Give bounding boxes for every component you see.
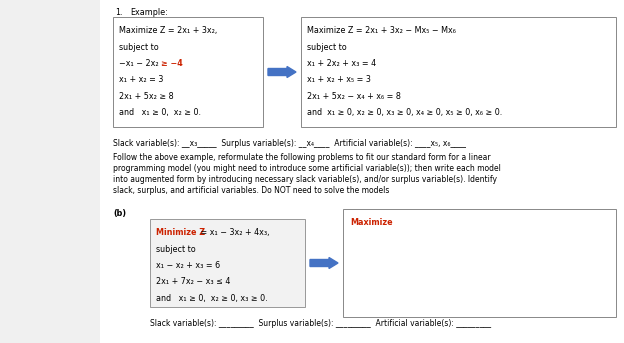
Text: Maximize Z = 2x₁ + 3x₂,: Maximize Z = 2x₁ + 3x₂, [119, 26, 217, 35]
Text: and   x₁ ≥ 0,  x₂ ≥ 0, x₃ ≥ 0.: and x₁ ≥ 0, x₂ ≥ 0, x₃ ≥ 0. [156, 294, 268, 303]
Text: 2x₁ + 5x₂ − x₄ + x₆ = 8: 2x₁ + 5x₂ − x₄ + x₆ = 8 [307, 92, 401, 101]
Text: and  x₁ ≥ 0, x₂ ≥ 0, x₃ ≥ 0, x₄ ≥ 0, x₅ ≥ 0, x₆ ≥ 0.: and x₁ ≥ 0, x₂ ≥ 0, x₃ ≥ 0, x₄ ≥ 0, x₅ ≥… [307, 108, 502, 118]
Text: Maximize Z = 2x₁ + 3x₂ − Mx₅ − Mx₆: Maximize Z = 2x₁ + 3x₂ − Mx₅ − Mx₆ [307, 26, 456, 35]
FancyArrow shape [268, 67, 296, 78]
Bar [100, 0, 624, 343]
Text: = x₁ − 3x₂ + 4x₃,: = x₁ − 3x₂ + 4x₃, [198, 228, 270, 237]
Text: subject to: subject to [156, 245, 196, 253]
Text: x₁ − x₂ + x₃ = 6: x₁ − x₂ + x₃ = 6 [156, 261, 220, 270]
Text: x₁ + 2x₂ + x₃ = 4: x₁ + 2x₂ + x₃ = 4 [307, 59, 376, 68]
Text: (b): (b) [113, 209, 126, 218]
FancyArrow shape [310, 258, 338, 269]
Text: slack, surplus, and artificial variables. Do NOT need to solve the models: slack, surplus, and artificial variables… [113, 186, 389, 195]
Text: −x₁ − 2x₂: −x₁ − 2x₂ [119, 59, 161, 68]
Text: Minimize Z: Minimize Z [156, 228, 205, 237]
Text: 2x₁ + 7x₂ − x₃ ≤ 4: 2x₁ + 7x₂ − x₃ ≤ 4 [156, 277, 230, 286]
Text: 2x₁ + 5x₂ ≥ 8: 2x₁ + 5x₂ ≥ 8 [119, 92, 173, 101]
Text: subject to: subject to [307, 43, 347, 51]
FancyBboxPatch shape [150, 219, 305, 307]
Text: ≥ −4: ≥ −4 [161, 59, 183, 68]
FancyBboxPatch shape [113, 17, 263, 127]
Text: programming model (you might need to introduce some artificial variable(s)); the: programming model (you might need to int… [113, 164, 501, 173]
FancyBboxPatch shape [343, 209, 616, 317]
Text: Maximize: Maximize [350, 218, 392, 227]
Text: x₁ + x₂ = 3: x₁ + x₂ = 3 [119, 75, 163, 84]
FancyBboxPatch shape [301, 17, 616, 127]
Text: into augmented form by introducing necessary slack variable(s), and/or surplus v: into augmented form by introducing neces… [113, 175, 497, 184]
Text: Slack variable(s): _________  Surplus variable(s): _________  Artificial variabl: Slack variable(s): _________ Surplus var… [150, 319, 491, 328]
Text: subject to: subject to [119, 43, 158, 51]
Text: Example:: Example: [130, 8, 168, 17]
Text: x₁ + x₂ + x₅ = 3: x₁ + x₂ + x₅ = 3 [307, 75, 371, 84]
Text: Slack variable(s): __x₃_____  Surplus variable(s): __x₄____  Artificial variable: Slack variable(s): __x₃_____ Surplus var… [113, 139, 466, 148]
Text: 1.: 1. [115, 8, 122, 17]
Text: and   x₁ ≥ 0,  x₂ ≥ 0.: and x₁ ≥ 0, x₂ ≥ 0. [119, 108, 201, 118]
Text: Follow the above example, reformulate the following problems to fit our standard: Follow the above example, reformulate th… [113, 153, 490, 162]
